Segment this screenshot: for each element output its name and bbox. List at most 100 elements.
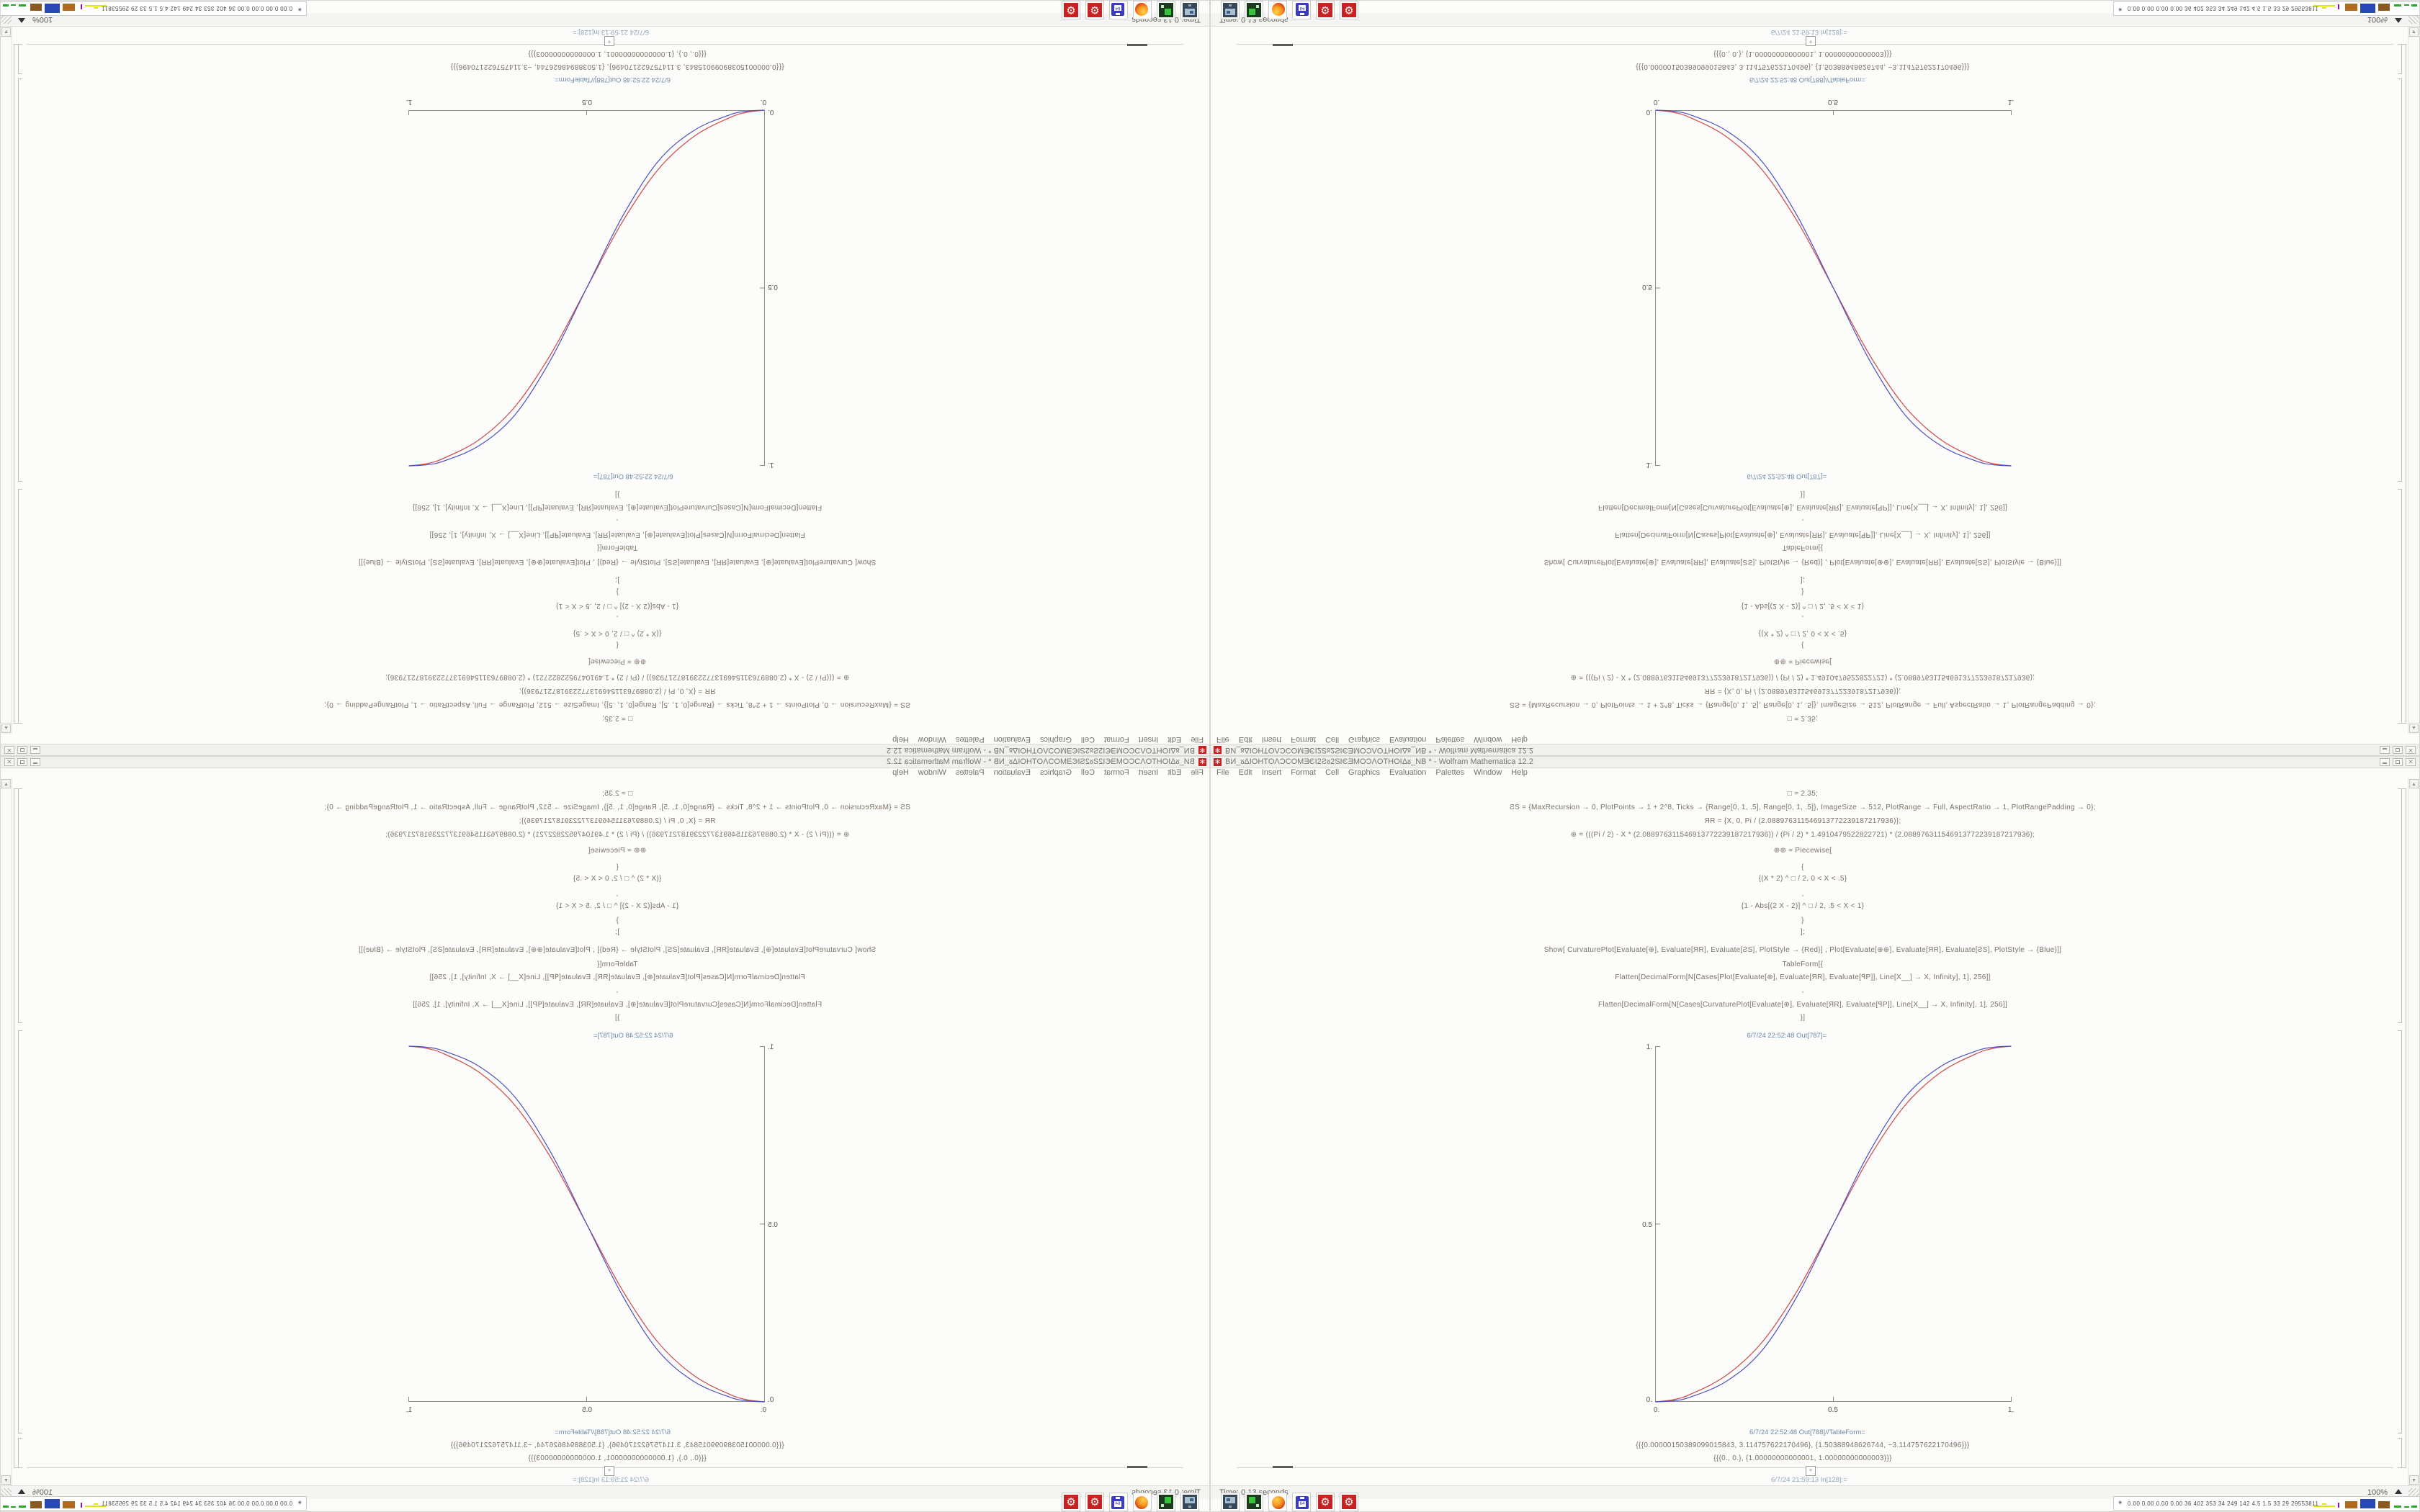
- code-line[interactable]: ⊕ = (((Pi / 2) - X * (2.0889763115469137…: [1570, 673, 2035, 681]
- cell-bracket-plot[interactable]: [2398, 1030, 2402, 1434]
- window-titlebar[interactable]: ✻ ВИ_ᴕΔIOHTOΛƆCOMƎЄI2Ƨᴕ2ЅIЄƎMOƆΛOTHOIΔᴕ_…: [1211, 744, 2419, 755]
- floppy-64-icon[interactable]: 64: [1292, 1493, 1311, 1511]
- scroll-down-arrow[interactable]: ▼: [1, 27, 11, 37]
- scroll-up-arrow[interactable]: ▲: [2409, 779, 2419, 788]
- elevator-icon[interactable]: [2395, 18, 2402, 23]
- code-line[interactable]: ,: [1801, 518, 1804, 526]
- code-line[interactable]: {(X * 2) ^ □ / 2, 0 < X < .5}: [1758, 629, 1847, 637]
- code-line[interactable]: }]: [614, 1014, 620, 1022]
- menu-window[interactable]: Window: [918, 735, 946, 744]
- close-button[interactable]: ✕: [2406, 758, 2416, 766]
- menu-format[interactable]: Format: [1291, 768, 1317, 777]
- code-line[interactable]: {: [1801, 641, 1804, 649]
- code-line[interactable]: Show[ CurvaturePlot[Evaluate[⊕], Evaluat…: [1543, 946, 2062, 954]
- code-line[interactable]: }: [1801, 588, 1804, 595]
- code-line[interactable]: Flatten[DecimalForm[N[Cases[CurvaturePlo…: [412, 503, 823, 511]
- insert-cell-button[interactable]: +: [1806, 1466, 1816, 1476]
- cell-bracket-group[interactable]: [2402, 788, 2406, 1468]
- system-monitor-applet[interactable]: ✶ 0.00 0.00 0.00 0.00 36 402 353 34 249 …: [2113, 1, 2420, 16]
- code-line[interactable]: ⊕⊕ = Piecewise[: [588, 657, 647, 665]
- menu-insert[interactable]: Insert: [1138, 768, 1159, 777]
- close-button[interactable]: ✕: [4, 746, 14, 754]
- code-line[interactable]: }: [616, 588, 619, 595]
- red-gear-icon[interactable]: ⚙: [1085, 1, 1104, 19]
- menu-format[interactable]: Format: [1291, 735, 1317, 744]
- code-line[interactable]: Flatten[DecimalForm[N[Cases[Plot[Evaluat…: [429, 973, 805, 981]
- minimize-button[interactable]: [2380, 758, 2390, 766]
- code-line[interactable]: ЯR = {X, 0, Pi / (2.08897631154691377223…: [519, 817, 716, 825]
- floppy-64-icon[interactable]: 64: [1292, 1, 1311, 19]
- code-line[interactable]: ⊕ = (((Pi / 2) - X * (2.0889763115469137…: [1570, 831, 2035, 839]
- menu-file[interactable]: File: [1191, 735, 1204, 744]
- menu-file[interactable]: File: [1191, 768, 1204, 777]
- red-gear-icon-2[interactable]: ⚙: [1340, 1493, 1358, 1511]
- code-line[interactable]: ,: [616, 890, 619, 898]
- code-line[interactable]: {(X * 2) ^ □ / 2, 0 < X < .5}: [573, 875, 662, 883]
- window-titlebar[interactable]: ✻ ВИ_ᴕΔIOHTOΛƆCOMƎЄI2Ƨᴕ2ЅIЄƎMOƆΛOTHOIΔᴕ_…: [1211, 757, 2419, 768]
- cell-bracket-table[interactable]: [2398, 1438, 2402, 1468]
- elevator-icon[interactable]: [18, 18, 25, 23]
- code-line[interactable]: Flatten[DecimalForm[N[Cases[CurvaturePlo…: [1597, 1001, 2008, 1009]
- code-line[interactable]: ⊕⊕ = Piecewise[: [1773, 847, 1832, 855]
- code-line[interactable]: Flatten[DecimalForm[N[Cases[CurvaturePlo…: [1597, 503, 2008, 511]
- code-line[interactable]: {: [616, 863, 619, 871]
- code-line[interactable]: ЯR = {X, 0, Pi / (2.08897631154691377223…: [1704, 817, 1901, 825]
- code-line[interactable]: ];: [1800, 576, 1806, 584]
- menu-evaluation[interactable]: Evaluation: [993, 768, 1031, 777]
- code-line[interactable]: Flatten[DecimalForm[N[Cases[Plot[Evaluat…: [1615, 531, 1991, 539]
- magnification-control[interactable]: 100%: [32, 15, 53, 24]
- vertical-scrollbar[interactable]: ▲ ▼: [1, 778, 12, 1485]
- code-line[interactable]: TableForm[{: [596, 544, 638, 552]
- elevator-icon[interactable]: [18, 1489, 25, 1494]
- screencast-icon[interactable]: [1221, 1, 1240, 19]
- code-line[interactable]: ЯR = {X, 0, Pi / (2.08897631154691377223…: [519, 687, 716, 695]
- cell-bracket-table[interactable]: [18, 1438, 22, 1468]
- code-line[interactable]: {1 - Abs[(2 X - 2)] ^ □ / 2, .5 < X < 1}: [1741, 902, 1865, 910]
- insert-cell-button[interactable]: +: [1806, 36, 1816, 46]
- maximize-button[interactable]: [17, 758, 27, 766]
- insert-cell-button[interactable]: +: [604, 1466, 614, 1476]
- cell-bracket-group[interactable]: [2402, 44, 2406, 724]
- menu-help[interactable]: Help: [1511, 735, 1528, 744]
- notebook-content[interactable]: □ = 2.35; ƧS = {MaxRecursion → 0, PlotPo…: [1, 778, 1209, 1485]
- hscroll-thumb[interactable]: [1273, 44, 1293, 46]
- system-monitor-applet[interactable]: ✶ 0.00 0.00 0.00 0.00 36 402 353 34 249 …: [0, 1, 307, 16]
- menu-cell[interactable]: Cell: [1080, 735, 1095, 744]
- hscroll-thumb[interactable]: [1127, 44, 1147, 46]
- menu-file[interactable]: File: [1216, 735, 1229, 744]
- minimize-button[interactable]: [2380, 746, 2390, 754]
- floppy-64-icon[interactable]: 64: [1109, 1, 1128, 19]
- code-line[interactable]: ⊕⊕ = Piecewise[: [1773, 657, 1832, 665]
- menu-insert[interactable]: Insert: [1138, 735, 1159, 744]
- code-line[interactable]: ];: [1800, 928, 1806, 936]
- code-line[interactable]: Show[ CurvaturePlot[Evaluate[⊕], Evaluat…: [358, 946, 877, 954]
- red-gear-icon-2[interactable]: ⚙: [1062, 1, 1080, 19]
- menu-graphics[interactable]: Graphics: [1039, 768, 1072, 777]
- menu-window[interactable]: Window: [1474, 735, 1502, 744]
- code-line[interactable]: ,: [1801, 614, 1804, 622]
- magnification-control[interactable]: 100%: [2367, 15, 2388, 24]
- code-line[interactable]: ];: [614, 928, 620, 936]
- maximize-button[interactable]: [17, 746, 27, 754]
- code-line[interactable]: {1 - Abs[(2 X - 2)] ^ □ / 2, .5 < X < 1}: [555, 902, 679, 910]
- green-cartridge-icon[interactable]: [1157, 1, 1175, 19]
- menu-file[interactable]: File: [1216, 768, 1229, 777]
- scroll-up-arrow[interactable]: ▲: [1, 724, 11, 733]
- code-line[interactable]: □ = 2.35;: [601, 714, 633, 722]
- cell-bracket-input[interactable]: [18, 788, 22, 1023]
- menu-cell[interactable]: Cell: [1325, 768, 1340, 777]
- notebook-content[interactable]: □ = 2.35; ƧS = {MaxRecursion → 0, PlotPo…: [1211, 27, 2419, 734]
- code-line[interactable]: }]: [614, 490, 620, 498]
- close-button[interactable]: ✕: [4, 758, 14, 766]
- scroll-up-arrow[interactable]: ▲: [1, 779, 11, 788]
- code-line[interactable]: □ = 2.35;: [1787, 714, 1819, 722]
- menu-evaluation[interactable]: Evaluation: [993, 735, 1031, 744]
- code-line[interactable]: }]: [1800, 490, 1806, 498]
- firefox-icon[interactable]: [1268, 1, 1287, 19]
- menu-help[interactable]: Help: [892, 768, 909, 777]
- window-titlebar[interactable]: ✻ ВИ_ᴕΔIOHTOΛƆCOMƎЄI2Ƨᴕ2ЅIЄƎMOƆΛOTHOIΔᴕ_…: [1, 744, 1209, 755]
- menu-palettes[interactable]: Palettes: [1435, 735, 1465, 744]
- code-line[interactable]: ,: [1801, 986, 1804, 994]
- menu-graphics[interactable]: Graphics: [1348, 735, 1381, 744]
- code-line[interactable]: ⊕ = (((Pi / 2) - X * (2.0889763115469137…: [385, 673, 850, 681]
